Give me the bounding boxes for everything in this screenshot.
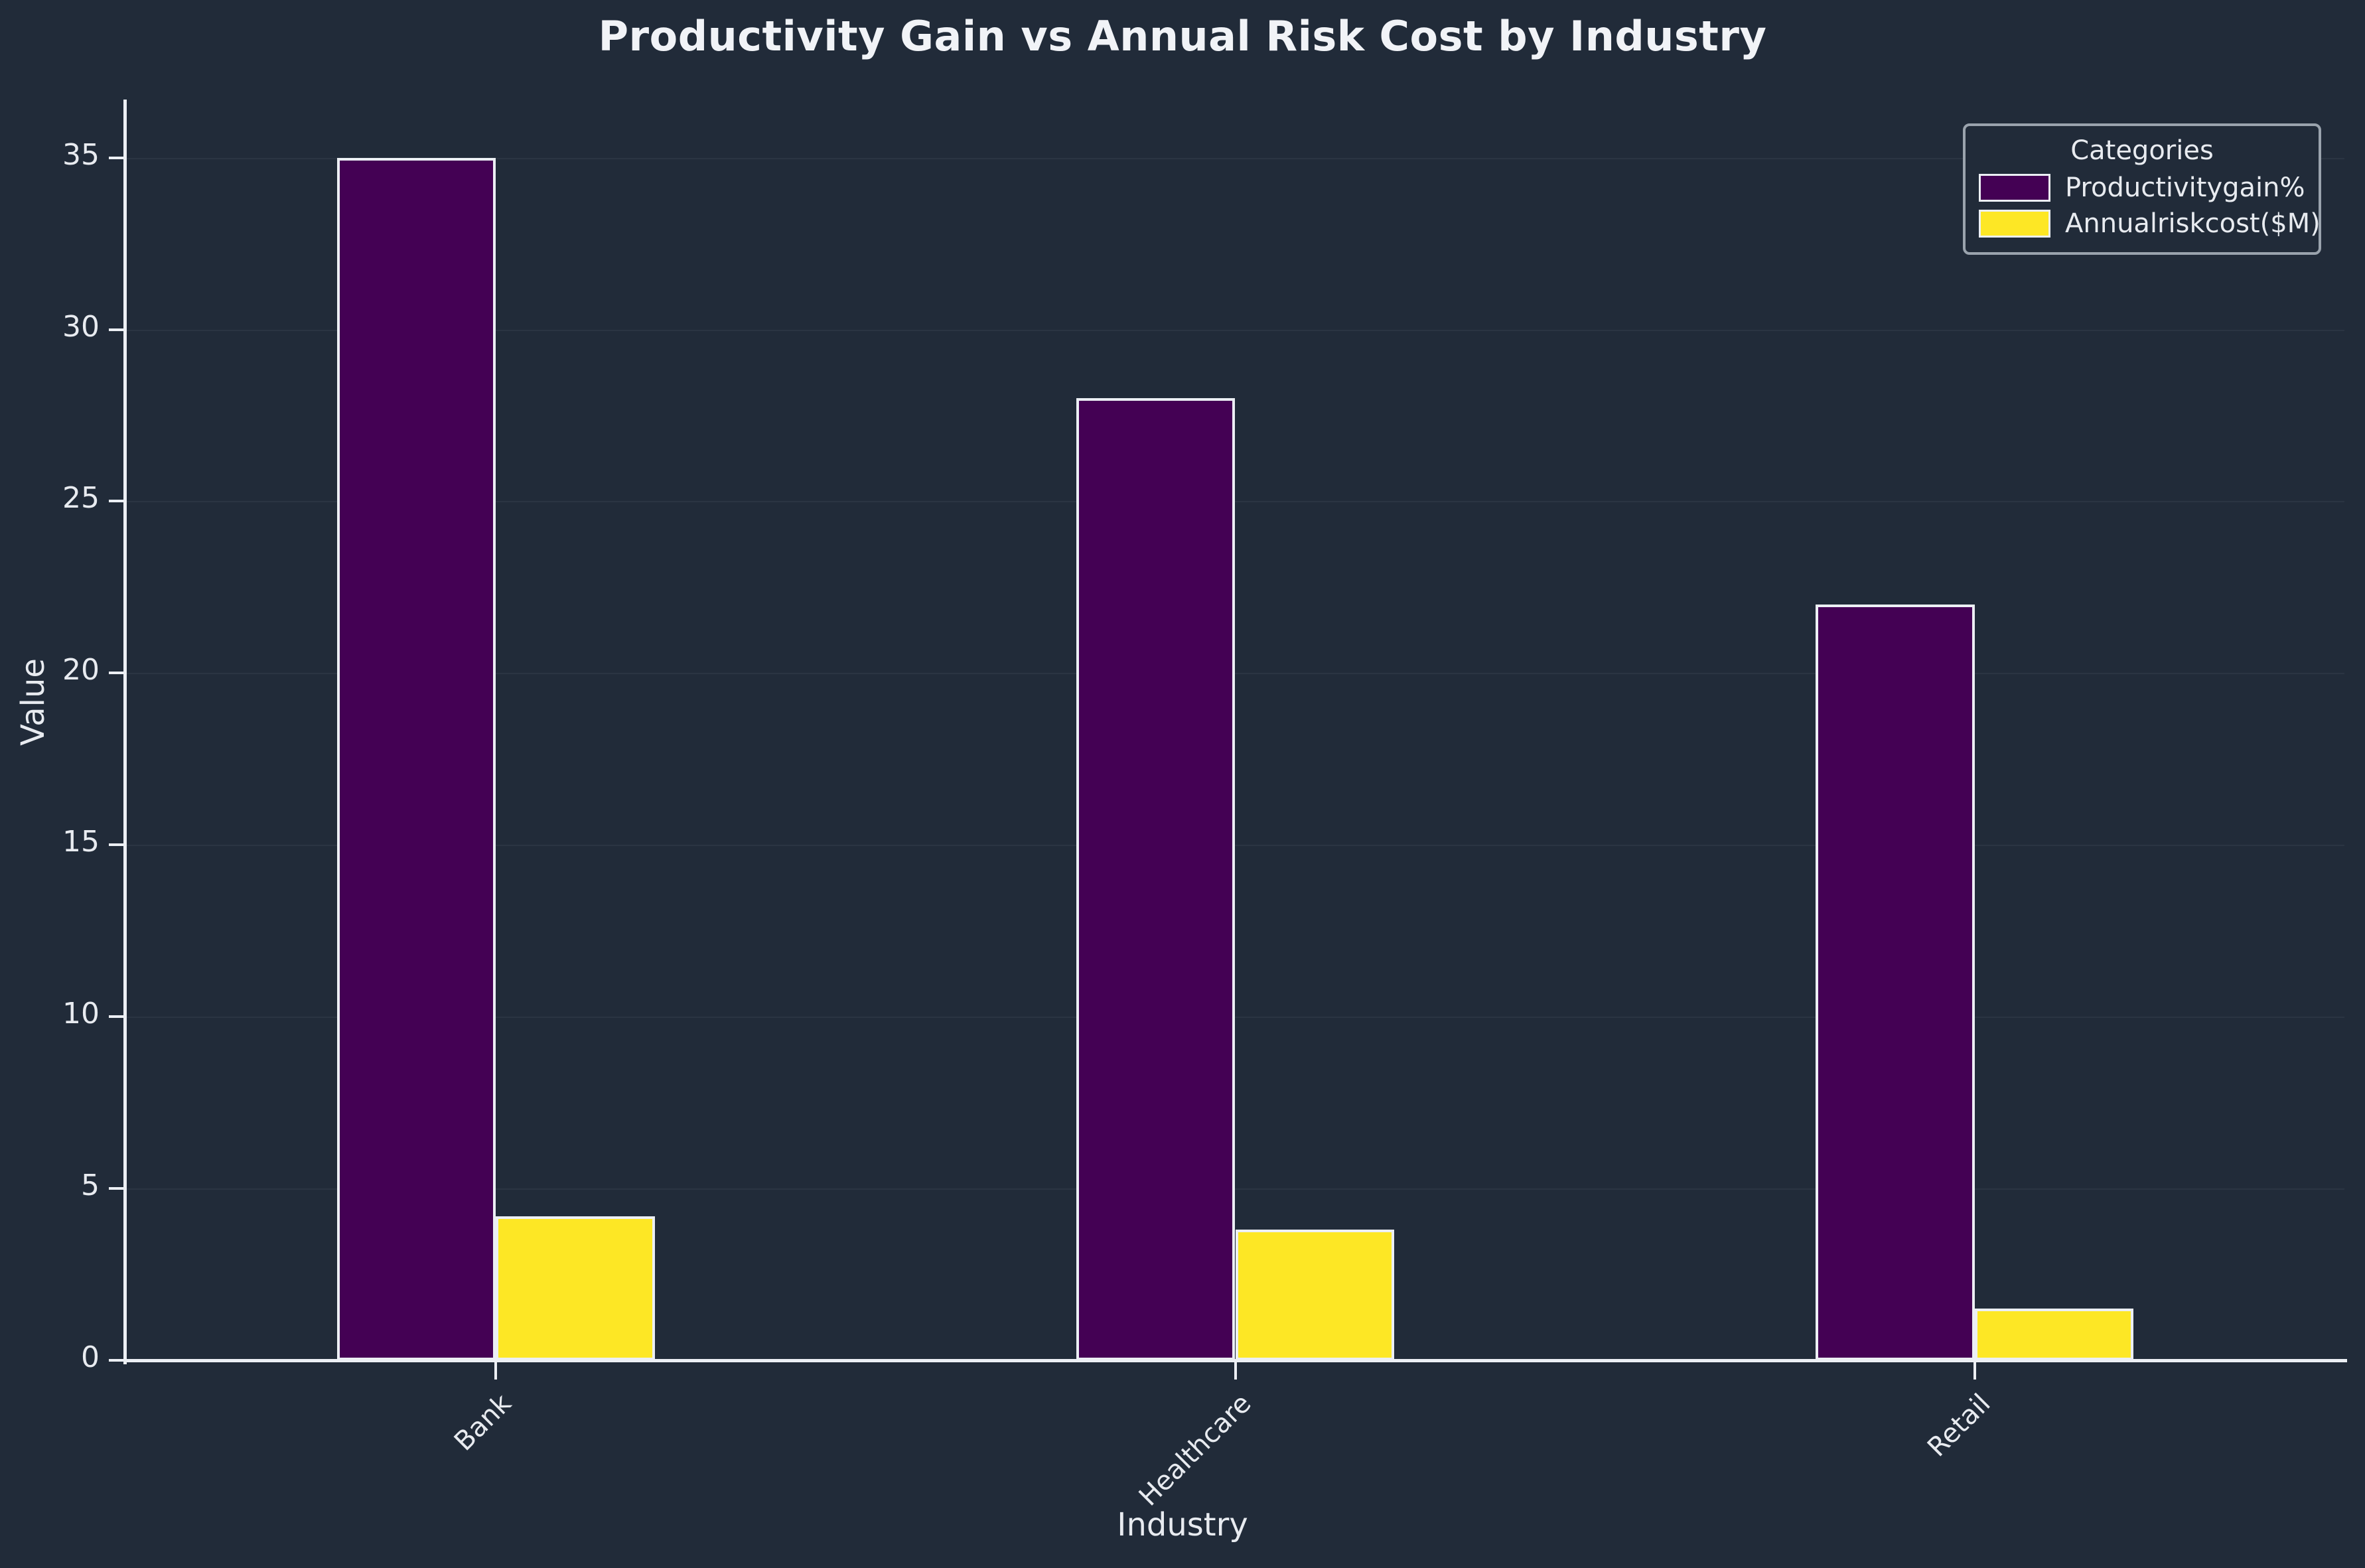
gridline xyxy=(126,845,2344,847)
gridline xyxy=(126,1017,2344,1019)
bar[interactable] xyxy=(1974,1309,2134,1360)
y-tick-label: 35 xyxy=(62,137,100,172)
bar[interactable] xyxy=(1816,604,1975,1360)
y-tick-mark xyxy=(109,1015,123,1019)
bar[interactable] xyxy=(1235,1230,1395,1360)
x-axis-spine xyxy=(123,1359,2347,1362)
legend-swatch-icon xyxy=(1979,174,2050,202)
legend[interactable]: Categories Productivitygain% Annualriskco… xyxy=(1963,123,2321,255)
gridline xyxy=(126,1188,2344,1190)
bar[interactable] xyxy=(1076,398,1236,1360)
y-tick-mark xyxy=(109,328,123,331)
y-tick-mark xyxy=(109,843,123,847)
legend-item[interactable]: Annualriskcost($M) xyxy=(1979,208,2321,239)
y-tick-label: 30 xyxy=(62,309,100,344)
plot-area xyxy=(126,106,2344,1360)
bar[interactable] xyxy=(336,157,496,1360)
x-tick-mark xyxy=(1234,1362,1237,1380)
y-axis-spine xyxy=(123,100,127,1364)
x-axis-title: Industry xyxy=(1117,1506,1248,1543)
y-tick-mark xyxy=(109,500,123,503)
legend-items: Productivitygain% Annualriskcost($M) xyxy=(1979,173,2321,239)
y-tick-label: 20 xyxy=(62,653,100,687)
page-title: Productivity Gain vs Annual Risk Cost by… xyxy=(598,12,1767,60)
x-tick-mark xyxy=(1973,1362,1976,1380)
gridline xyxy=(126,329,2344,331)
y-tick-mark xyxy=(109,156,123,159)
y-tick-mark xyxy=(109,672,123,675)
y-tick-mark xyxy=(109,1359,123,1362)
gridline xyxy=(126,501,2344,503)
gridline xyxy=(126,157,2344,159)
legend-title: Categories xyxy=(2070,135,2214,166)
y-tick-label: 10 xyxy=(62,997,100,1031)
gridline xyxy=(126,673,2344,675)
y-axis-title: Value xyxy=(15,658,52,746)
y-tick-label: 0 xyxy=(81,1340,100,1374)
y-tick-label: 15 xyxy=(62,825,100,859)
x-tick-mark xyxy=(494,1362,498,1380)
y-tick-label: 5 xyxy=(81,1169,100,1203)
bar[interactable] xyxy=(496,1216,655,1360)
legend-swatch-icon xyxy=(1979,210,2050,238)
legend-item-label: Productivitygain% xyxy=(2065,173,2305,203)
y-tick-mark xyxy=(109,1187,123,1190)
legend-item-label: Annualriskcost($M) xyxy=(2065,208,2321,239)
legend-item[interactable]: Productivitygain% xyxy=(1979,173,2305,203)
y-tick-label: 25 xyxy=(62,481,100,516)
